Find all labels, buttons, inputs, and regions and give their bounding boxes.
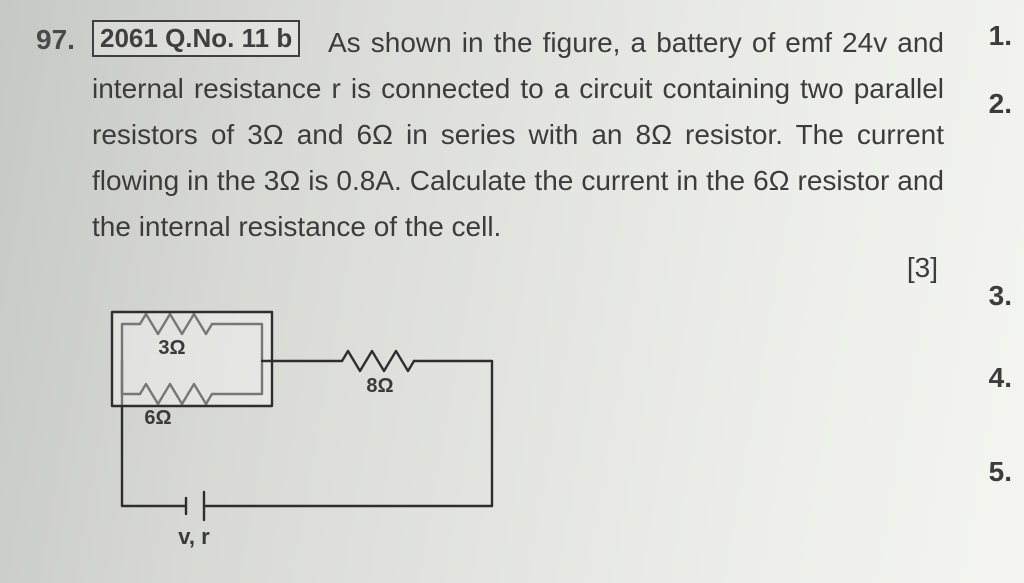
side-num-4: 4.	[989, 362, 1012, 394]
side-num-1: 1.	[989, 20, 1012, 52]
side-num-5: 5.	[989, 456, 1012, 488]
label-source: v, r	[178, 524, 210, 549]
circuit-svg: 3Ω 6Ω 8Ω v, r	[92, 306, 522, 566]
page: 97. 2061 Q.No. 11 b As shown in the figu…	[0, 0, 1024, 583]
circuit-diagram: 3Ω 6Ω 8Ω v, r	[92, 306, 522, 566]
label-r1: 3Ω	[158, 337, 185, 359]
question-text: As shown in the figure, a battery of emf…	[92, 27, 944, 242]
side-num-3: 3.	[989, 280, 1012, 312]
label-r2: 6Ω	[144, 407, 171, 429]
label-r3: 8Ω	[366, 375, 393, 397]
question-number: 97.	[36, 24, 75, 56]
marks-label: [3]	[907, 252, 938, 284]
side-num-2: 2.	[989, 88, 1012, 120]
question-body: As shown in the figure, a battery of emf…	[92, 20, 944, 250]
